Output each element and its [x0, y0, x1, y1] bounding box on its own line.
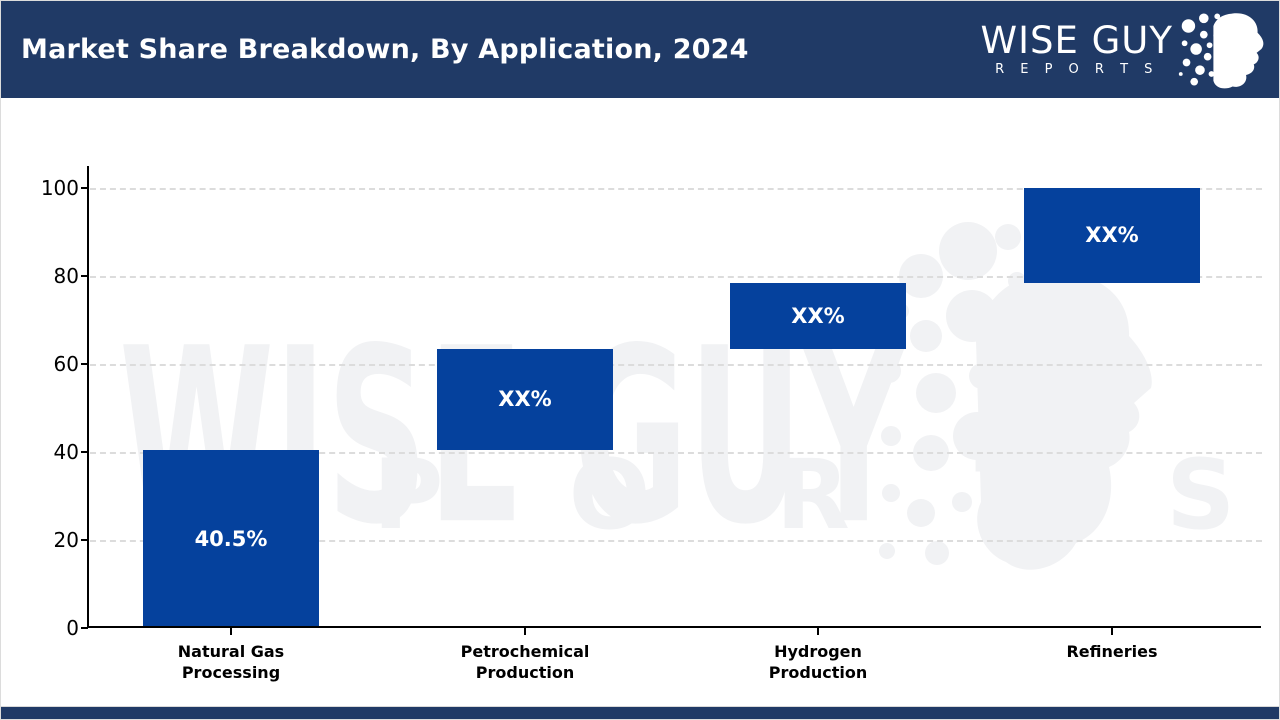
brand-face-dots-icon: [1178, 12, 1264, 88]
header-bar: Market Share Breakdown, By Application, …: [1, 1, 1279, 98]
gridline: [90, 540, 1262, 542]
footer-divider: [1, 706, 1279, 707]
gridline: [90, 188, 1262, 190]
bar-value-label: XX%: [498, 387, 552, 412]
chart-plot-area: 0 20 40 60 80 100 40.5% Natural Gas Processing XX…: [1, 98, 1279, 708]
y-tick-label: 100: [40, 176, 79, 200]
category-label-line: Refineries: [1066, 642, 1158, 661]
x-tick-mark: [230, 628, 232, 635]
category-label-line: Hydrogen: [774, 642, 862, 661]
category-label-line: Production: [768, 663, 868, 682]
bar-segment: XX%: [1024, 188, 1200, 283]
category-label-line: Production: [475, 663, 575, 682]
bar-segment: XX%: [437, 348, 613, 450]
x-axis-line: [87, 626, 1261, 628]
y-tick-label: 60: [53, 352, 79, 376]
y-tick-mark: [81, 275, 88, 277]
x-tick-mark: [817, 628, 819, 635]
y-tick-label: 80: [53, 264, 79, 288]
footer-bar: [1, 707, 1279, 719]
brand-subtext: R E P O R T S: [995, 62, 1159, 77]
bar-segment: XX%: [730, 282, 906, 349]
y-tick-mark: [81, 539, 88, 541]
y-tick-mark: [81, 627, 88, 629]
brand-logo: WISE GUY R E P O R T S: [980, 6, 1279, 94]
category-label: Hydrogen Production: [673, 641, 963, 683]
category-label: Natural Gas Processing: [86, 641, 376, 683]
category-label-line: Processing: [181, 663, 281, 682]
category-label-line: Petrochemical: [460, 642, 590, 661]
y-tick-label: 20: [53, 528, 79, 552]
y-axis-line: [87, 166, 89, 628]
category-label: Petrochemical Production: [380, 641, 670, 683]
x-tick-mark: [1111, 628, 1113, 635]
category-label-line: Natural Gas: [177, 642, 285, 661]
bar-value-label: XX%: [791, 303, 845, 328]
page-title: Market Share Breakdown, By Application, …: [21, 34, 749, 65]
y-tick-mark: [81, 363, 88, 365]
gridline: [90, 364, 1262, 366]
brand-logo-text: WISE GUY R E P O R T S: [980, 19, 1173, 78]
y-tick-mark: [81, 451, 88, 453]
brand-wordmark: WISE GUY: [980, 19, 1173, 62]
x-tick-mark: [524, 628, 526, 635]
gridline: [90, 452, 1262, 454]
bar-value-label: XX%: [1085, 223, 1139, 248]
y-tick-label: 40: [53, 440, 79, 464]
y-tick-mark: [81, 187, 88, 189]
bar-value-label: 40.5%: [194, 526, 268, 551]
bar-segment: 40.5%: [143, 449, 319, 628]
y-tick-label: 0: [66, 616, 79, 640]
gridline: [90, 276, 1262, 278]
category-label: Refineries: [967, 641, 1257, 662]
